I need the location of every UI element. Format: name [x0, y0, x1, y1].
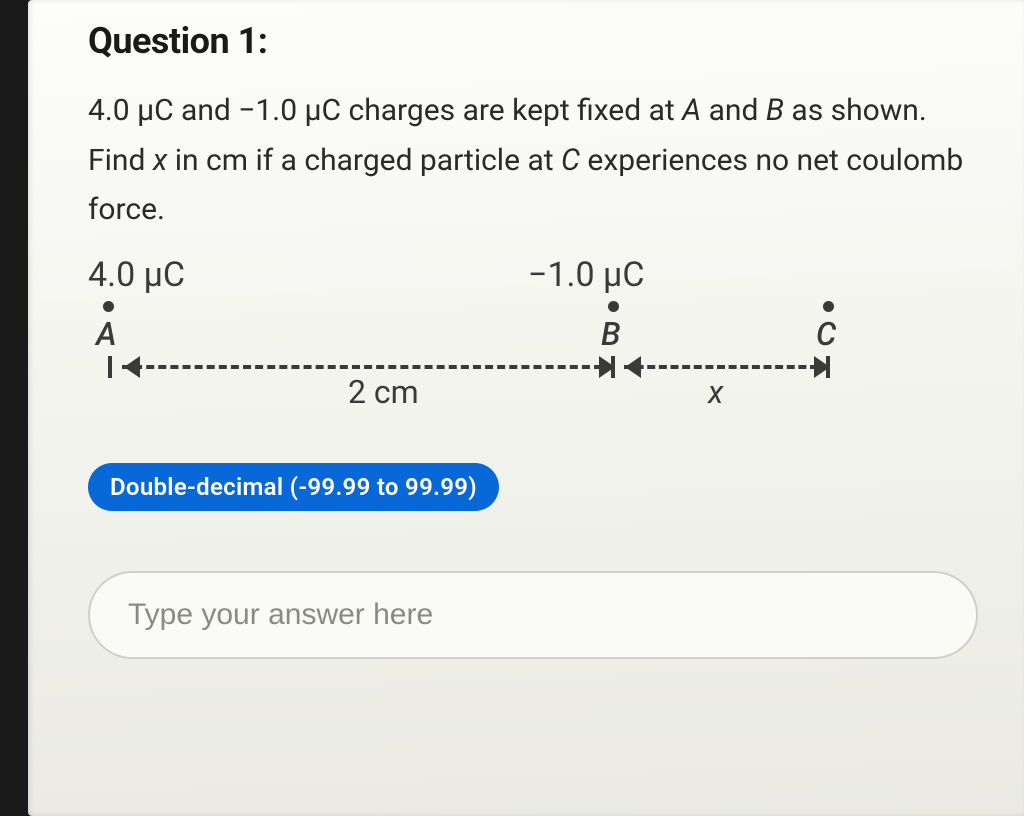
- point-letter-a: A: [96, 315, 117, 353]
- point-dot-a: [103, 301, 114, 312]
- point-letter-c: C: [816, 315, 836, 353]
- segment-ab: [122, 365, 602, 369]
- dim-label-ab: 2 cm: [348, 373, 419, 411]
- question-title: Question 1:: [88, 20, 974, 62]
- segment-bc: [624, 365, 818, 369]
- point-dot-b: [608, 301, 619, 312]
- physics-diagram: 4.0 µC −1.0 µC A B C 2 cm x: [88, 255, 908, 435]
- question-body: 4.0 µC and −1.0 µC charges are kept fixe…: [88, 86, 974, 235]
- point-dot-c: [823, 301, 834, 312]
- answer-input-container: [88, 571, 978, 659]
- answer-input[interactable]: [88, 571, 978, 659]
- question-card: Question 1: 4.0 µC and −1.0 µC charges a…: [28, 0, 1024, 816]
- dim-label-bc: x: [708, 373, 723, 411]
- charge-label-a: 4.0 µC: [88, 255, 185, 295]
- charge-label-b: −1.0 µC: [528, 255, 644, 295]
- answer-format-badge: Double-decimal (-99.99 to 99.99): [88, 463, 499, 511]
- point-letter-b: B: [601, 315, 621, 353]
